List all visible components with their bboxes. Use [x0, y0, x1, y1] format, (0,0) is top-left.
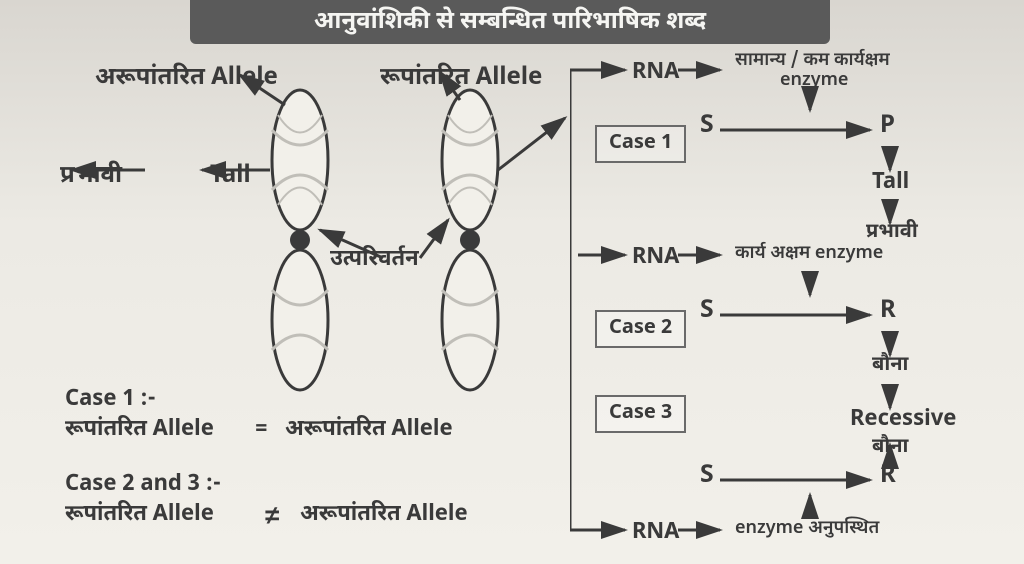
- case23-lhs: रूपांतरित Allele: [65, 500, 214, 529]
- r-2: R: [880, 295, 896, 327]
- case1-eq: =: [255, 415, 268, 444]
- case23-eq: ≠: [265, 500, 279, 535]
- case23-rhs: अरूपांतरित Allele: [300, 500, 468, 529]
- chromosome-diagram: [0, 70, 600, 400]
- s-3: S: [700, 460, 714, 492]
- dwarf-2: बौना: [872, 353, 908, 379]
- recessive: Recessive: [850, 405, 956, 434]
- rna-3: RNA: [632, 518, 679, 547]
- case1-lhs: रूपांतरित Allele: [65, 415, 214, 444]
- enzyme-absent: enzyme अनुपस्थित: [735, 518, 879, 541]
- enzyme-word-1: enzyme: [780, 70, 848, 93]
- rna-2: RNA: [632, 243, 679, 272]
- dwarf-3: बौना: [872, 435, 908, 461]
- case23-title: Case 2 and 3 :-: [65, 470, 221, 499]
- case1-rhs: अरूपांतरित Allele: [285, 415, 453, 444]
- s-2: S: [700, 295, 714, 327]
- page-title-banner: आनुवांशिकी से सम्बन्धित पारिभाषिक शब्द: [190, 0, 830, 44]
- case2-box: Case 2: [595, 310, 686, 348]
- enzyme-nonfunc: कार्य अक्षम enzyme: [735, 243, 883, 266]
- case1-title: Case 1 :-: [65, 385, 156, 414]
- tall-r: Tall: [872, 168, 909, 197]
- p-1: P: [880, 110, 895, 142]
- s-1: S: [700, 110, 714, 142]
- r-3: R: [880, 460, 896, 492]
- case1-box: Case 1: [595, 125, 686, 163]
- rna-1: RNA: [632, 58, 679, 87]
- case3-box: Case 3: [595, 395, 686, 433]
